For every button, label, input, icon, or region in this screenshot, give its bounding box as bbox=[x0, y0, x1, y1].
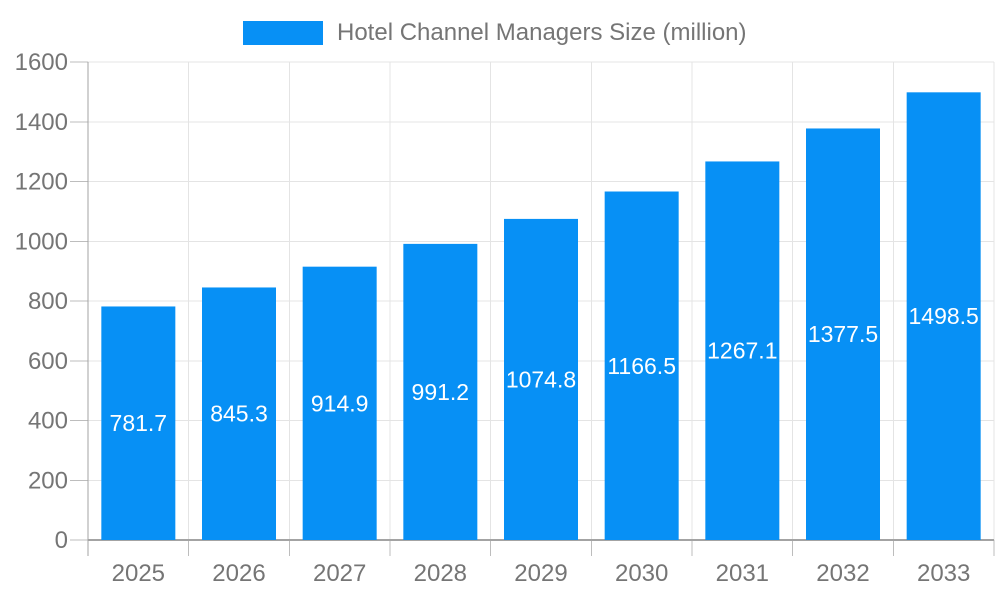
bar bbox=[604, 191, 679, 540]
bar-value-label: 1267.1 bbox=[707, 338, 777, 364]
y-axis-tick-label: 1000 bbox=[15, 228, 68, 255]
bar-value-label: 991.2 bbox=[412, 379, 470, 405]
legend-swatch bbox=[243, 21, 323, 45]
bar bbox=[202, 287, 276, 540]
x-axis-tick-label: 2033 bbox=[917, 560, 970, 587]
y-axis-tick-label: 200 bbox=[28, 467, 68, 494]
x-axis-tick-label: 2027 bbox=[313, 560, 366, 587]
legend-label: Hotel Channel Managers Size (million) bbox=[337, 19, 747, 46]
bar-value-label: 914.9 bbox=[311, 390, 369, 416]
bar-value-label: 1377.5 bbox=[808, 321, 878, 347]
x-axis-tick-label: 2030 bbox=[615, 560, 668, 587]
x-axis-tick-label: 2025 bbox=[112, 560, 165, 587]
bar bbox=[504, 218, 578, 540]
y-axis-tick-label: 0 bbox=[55, 527, 68, 554]
x-axis-tick-label: 2032 bbox=[816, 560, 869, 587]
x-axis-tick-label: 2026 bbox=[212, 560, 265, 587]
x-axis-tick-label: 2031 bbox=[716, 560, 769, 587]
y-axis-tick-label: 1400 bbox=[15, 109, 68, 136]
y-axis-tick-label: 800 bbox=[28, 288, 68, 315]
y-axis-tick-label: 400 bbox=[28, 408, 68, 435]
bar bbox=[101, 306, 176, 540]
bar bbox=[705, 161, 780, 541]
chart-legend[interactable]: Hotel Channel Managers Size (million) bbox=[243, 19, 747, 47]
y-axis-tick-label: 1600 bbox=[15, 49, 68, 76]
bar-value-label: 1498.5 bbox=[908, 303, 978, 329]
bar-value-label: 1074.8 bbox=[506, 366, 576, 392]
bar bbox=[302, 266, 377, 540]
y-axis-tick-label: 600 bbox=[28, 348, 68, 375]
y-axis-tick-label: 1200 bbox=[15, 169, 68, 196]
bar-value-label: 845.3 bbox=[210, 401, 268, 427]
bar bbox=[403, 243, 478, 540]
bar-value-label: 781.7 bbox=[110, 410, 168, 436]
x-axis-tick-label: 2029 bbox=[514, 560, 567, 587]
bar bbox=[906, 92, 981, 541]
bar bbox=[806, 128, 880, 541]
bar-value-label: 1166.5 bbox=[607, 353, 676, 379]
x-axis-tick-label: 2028 bbox=[414, 560, 467, 587]
